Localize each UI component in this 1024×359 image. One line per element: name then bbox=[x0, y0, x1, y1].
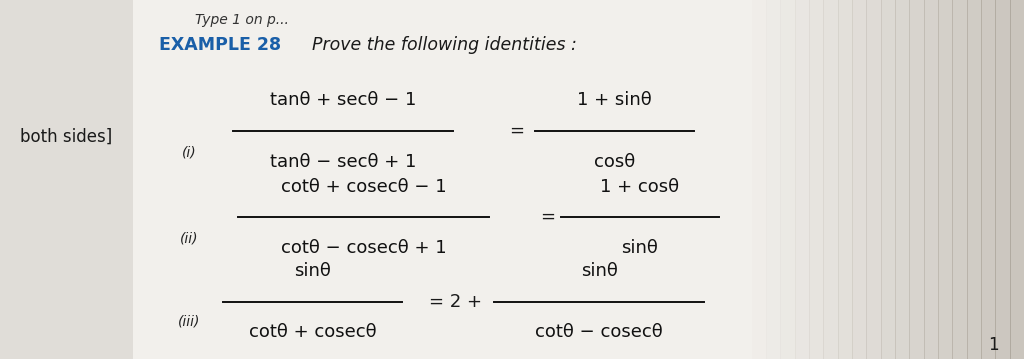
FancyBboxPatch shape bbox=[1010, 0, 1024, 359]
Text: sinθ: sinθ bbox=[294, 262, 331, 280]
FancyBboxPatch shape bbox=[895, 0, 910, 359]
Text: cotθ + cosecθ: cotθ + cosecθ bbox=[249, 323, 376, 341]
Text: 1 + sinθ: 1 + sinθ bbox=[578, 92, 651, 109]
FancyBboxPatch shape bbox=[852, 0, 867, 359]
FancyBboxPatch shape bbox=[838, 0, 853, 359]
Text: (i): (i) bbox=[182, 146, 197, 159]
FancyBboxPatch shape bbox=[0, 0, 133, 359]
FancyBboxPatch shape bbox=[924, 0, 939, 359]
Text: = 2 +: = 2 + bbox=[429, 293, 482, 311]
Text: =: = bbox=[541, 208, 555, 226]
FancyBboxPatch shape bbox=[795, 0, 810, 359]
Text: (ii): (ii) bbox=[180, 232, 199, 246]
FancyBboxPatch shape bbox=[952, 0, 968, 359]
Text: cosθ: cosθ bbox=[594, 153, 635, 171]
FancyBboxPatch shape bbox=[995, 0, 1011, 359]
FancyBboxPatch shape bbox=[938, 0, 953, 359]
FancyBboxPatch shape bbox=[881, 0, 896, 359]
FancyBboxPatch shape bbox=[809, 0, 824, 359]
Text: sinθ: sinθ bbox=[622, 239, 658, 257]
Text: tanθ + secθ − 1: tanθ + secθ − 1 bbox=[270, 92, 416, 109]
FancyBboxPatch shape bbox=[909, 0, 925, 359]
FancyBboxPatch shape bbox=[981, 0, 996, 359]
Text: (iii): (iii) bbox=[178, 314, 201, 328]
Text: both sides]: both sides] bbox=[20, 127, 113, 145]
Text: EXAMPLE 28: EXAMPLE 28 bbox=[159, 36, 281, 54]
Text: Type 1 on p...: Type 1 on p... bbox=[195, 13, 289, 27]
FancyBboxPatch shape bbox=[780, 0, 796, 359]
Text: cotθ + cosecθ − 1: cotθ + cosecθ − 1 bbox=[281, 178, 446, 196]
FancyBboxPatch shape bbox=[866, 0, 882, 359]
Text: 1 + cosθ: 1 + cosθ bbox=[600, 178, 680, 196]
Text: Prove the following identities :: Prove the following identities : bbox=[312, 36, 578, 54]
FancyBboxPatch shape bbox=[823, 0, 839, 359]
Text: tanθ − secθ + 1: tanθ − secθ + 1 bbox=[270, 153, 416, 171]
FancyBboxPatch shape bbox=[967, 0, 982, 359]
Text: 1: 1 bbox=[988, 336, 998, 354]
Text: cotθ − cosecθ + 1: cotθ − cosecθ + 1 bbox=[281, 239, 446, 257]
Text: =: = bbox=[510, 122, 524, 140]
Text: cotθ − cosecθ: cotθ − cosecθ bbox=[536, 323, 663, 341]
Text: sinθ: sinθ bbox=[581, 262, 617, 280]
